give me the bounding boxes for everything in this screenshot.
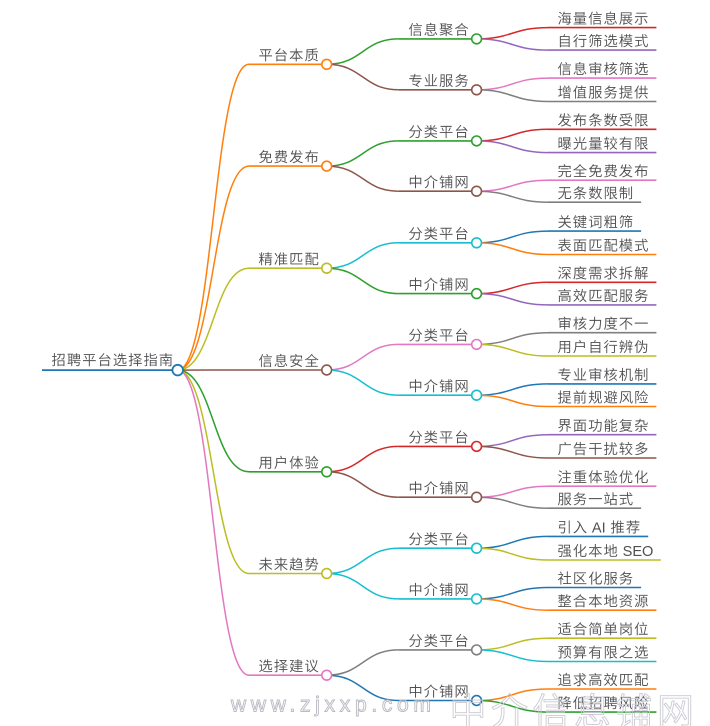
svg-text:www.zjxxp.com: www.zjxxp.com	[230, 694, 436, 717]
svg-text:AI: AI	[592, 520, 606, 536]
svg-text:SEO: SEO	[623, 544, 654, 560]
